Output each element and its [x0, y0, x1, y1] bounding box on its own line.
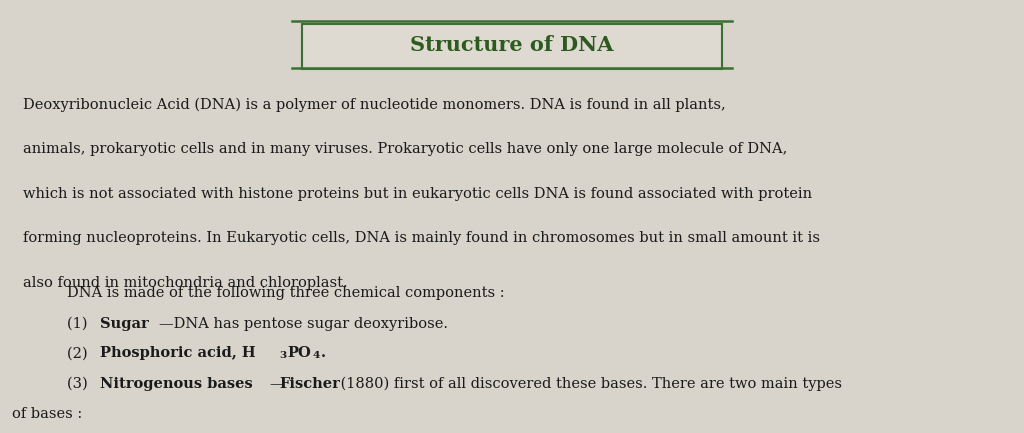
Text: Nitrogenous bases: Nitrogenous bases [100, 377, 253, 391]
Text: also found in mitochondria and chloroplast.: also found in mitochondria and chloropla… [23, 276, 347, 290]
Text: Deoxyribonucleic Acid (DNA) is a polymer of nucleotide monomers. DNA is found in: Deoxyribonucleic Acid (DNA) is a polymer… [23, 97, 725, 112]
Text: (3): (3) [67, 377, 92, 391]
Text: Sugar: Sugar [100, 317, 150, 331]
Text: (1): (1) [67, 317, 92, 331]
Text: Fischer: Fischer [280, 377, 340, 391]
Text: 4: 4 [312, 351, 319, 360]
Text: —: — [269, 377, 284, 391]
Text: PO: PO [288, 346, 311, 360]
Text: (2): (2) [67, 346, 92, 360]
Text: (1880) first of all discovered these bases. There are two main types: (1880) first of all discovered these bas… [336, 377, 842, 391]
Text: animals, prokaryotic cells and in many viruses. Prokaryotic cells have only one : animals, prokaryotic cells and in many v… [23, 142, 786, 156]
Text: Structure of DNA: Structure of DNA [411, 36, 613, 55]
Text: —DNA has pentose sugar deoxyribose.: —DNA has pentose sugar deoxyribose. [159, 317, 447, 331]
Text: 3: 3 [280, 351, 287, 360]
FancyBboxPatch shape [302, 24, 722, 69]
Text: of bases :: of bases : [12, 407, 83, 421]
Text: which is not associated with histone proteins but in eukaryotic cells DNA is fou: which is not associated with histone pro… [23, 187, 812, 200]
Text: forming nucleoproteins. In Eukaryotic cells, DNA is mainly found in chromosomes : forming nucleoproteins. In Eukaryotic ce… [23, 231, 819, 245]
Text: .: . [321, 346, 326, 360]
Text: Phosphoric acid, H: Phosphoric acid, H [100, 346, 256, 360]
Text: DNA is made of the following three chemical components :: DNA is made of the following three chemi… [67, 286, 504, 300]
